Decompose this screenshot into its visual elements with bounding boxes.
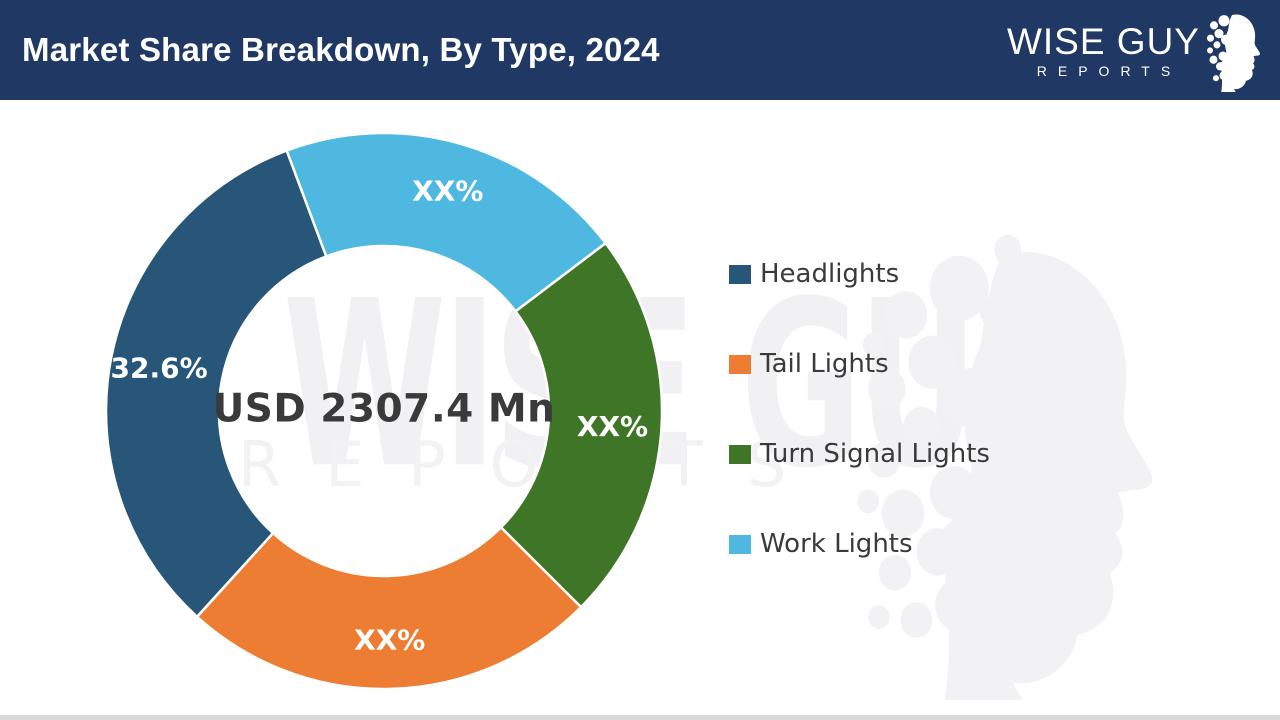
legend-label: Tail Lights — [760, 349, 889, 379]
brand-logo: WISE GUY REPORTS — [1007, 8, 1264, 94]
legend-item-headlights: Headlights — [729, 257, 990, 292]
page-title: Market Share Breakdown, By Type, 2024 — [22, 31, 660, 68]
segment-value-label: XX% — [412, 175, 483, 208]
donut-segment-turn-signal-lights — [499, 241, 664, 609]
legend-swatch-tail-lights — [729, 355, 751, 374]
donut-segment-headlights — [104, 148, 328, 619]
legend-swatch-headlights — [729, 265, 751, 284]
watermark-text-line2: REPORTS — [238, 428, 831, 501]
footer-divider — [0, 715, 1280, 720]
legend-label: Headlights — [760, 259, 900, 289]
chart-legend: Headlights Tail Lights Turn Signal Light… — [729, 257, 990, 562]
header-bar: Market Share Breakdown, By Type, 2024 WI… — [0, 0, 1280, 100]
logo-face-icon — [1207, 14, 1260, 92]
legend-label: Work Lights — [760, 529, 913, 559]
legend-item-work-lights: Work Lights — [729, 527, 990, 562]
chart-center-value: USD 2307.4 Mn — [212, 386, 556, 432]
face-profile-watermark — [857, 234, 1153, 700]
brand-logo-text: WISE GUY REPORTS — [1007, 22, 1200, 80]
legend-item-turn-signal-lights: Turn Signal Lights — [729, 437, 990, 472]
legend-item-tail-lights: Tail Lights — [729, 347, 990, 382]
legend-swatch-turn-signal-lights — [729, 445, 751, 464]
legend-label: Turn Signal Lights — [760, 439, 990, 469]
brand-name: WISE GUY — [1006, 21, 1200, 62]
segment-value-label: 32.6% — [111, 351, 208, 384]
donut-segment-tail-lights — [195, 525, 583, 691]
legend-swatch-work-lights — [729, 535, 751, 554]
donut-segment-work-lights — [285, 131, 608, 314]
segment-value-label: XX% — [354, 623, 425, 656]
brand-subname: REPORTS — [1036, 63, 1182, 79]
segment-value-label: XX% — [577, 410, 648, 443]
